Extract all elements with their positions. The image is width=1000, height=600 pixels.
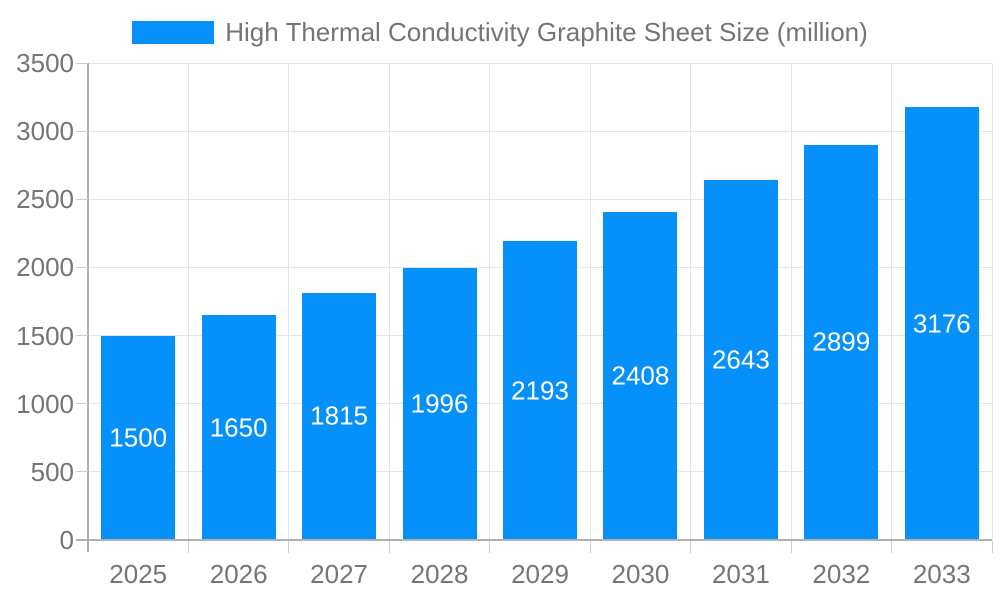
x-axis-label: 2026 (209, 559, 268, 589)
gridline-vertical (288, 63, 290, 540)
gridline-horizontal (88, 62, 992, 64)
bar-2031[interactable]: 2643 (703, 179, 778, 540)
y-axis-label: 0 (59, 525, 74, 555)
gridline-vertical (187, 63, 189, 540)
y-axis-tick (76, 130, 88, 132)
gridline-vertical (891, 63, 893, 540)
x-axis-label: 2027 (310, 559, 369, 589)
y-axis-tick (76, 62, 88, 64)
x-axis-tick (891, 541, 893, 553)
chart-legend[interactable]: High Thermal Conductivity Graphite Sheet… (0, 16, 1000, 48)
x-axis-label: 2030 (611, 559, 670, 589)
x-axis-label: 2028 (410, 559, 469, 589)
x-axis-label: 2029 (511, 559, 569, 589)
x-axis-tick (388, 541, 390, 553)
bar-value-label: 2643 (711, 344, 770, 375)
gridline-vertical (388, 63, 390, 540)
gridline-vertical (489, 63, 491, 540)
y-axis-label: 1000 (16, 388, 74, 419)
y-axis-label: 2000 (16, 252, 74, 283)
bar-value-label: 2193 (511, 375, 569, 406)
x-axis-tick (690, 541, 692, 553)
y-axis-line (87, 63, 89, 552)
bar-value-label: 2899 (812, 326, 871, 357)
bar-value-label: 3176 (912, 308, 971, 339)
bar-2030[interactable]: 2408 (603, 211, 678, 540)
gridline-vertical (589, 63, 591, 540)
gridline-vertical (991, 63, 993, 540)
legend-label: High Thermal Conductivity Graphite Sheet… (225, 16, 868, 47)
x-axis-label: 2031 (711, 559, 770, 589)
y-axis-label: 3000 (16, 116, 74, 147)
gridline-horizontal (88, 130, 992, 132)
bar-2025[interactable]: 1500 (101, 335, 176, 540)
x-axis-tick (589, 541, 591, 553)
y-axis-tick (76, 403, 88, 405)
y-axis-label: 500 (30, 456, 74, 487)
legend-swatch (132, 20, 215, 44)
bar-value-label: 1996 (410, 388, 469, 419)
bar-2026[interactable]: 1650 (201, 315, 276, 540)
x-axis-tick (288, 541, 290, 553)
x-axis-zero-line (76, 539, 992, 541)
bar-2029[interactable]: 2193 (503, 241, 577, 540)
bar-2028[interactable]: 1996 (402, 267, 477, 540)
x-axis-tick (790, 541, 792, 553)
y-axis-tick (76, 266, 88, 268)
y-axis-tick (76, 471, 88, 473)
x-axis-tick (991, 541, 993, 553)
y-axis-tick (76, 198, 88, 200)
x-axis-tick (489, 541, 491, 553)
y-axis-label: 2500 (16, 184, 74, 215)
y-axis-label: 1500 (16, 320, 74, 351)
gridline-horizontal (88, 198, 992, 200)
bar-2033[interactable]: 3176 (904, 107, 979, 540)
x-axis-label: 2032 (812, 559, 871, 589)
bar-value-label: 1815 (310, 400, 369, 431)
bar-value-label: 1650 (209, 412, 268, 443)
x-axis-label: 2033 (912, 559, 971, 589)
bar-value-label: 2408 (611, 360, 670, 391)
plot-area: 1500 1650 1815 1996 2193 2408 2643 2899 3176 (88, 62, 993, 540)
bar-2027[interactable]: 1815 (302, 292, 377, 540)
gridline-vertical (790, 63, 792, 540)
y-axis-label: 3500 (16, 48, 74, 78)
bar-value-label: 1500 (109, 422, 168, 453)
x-axis-tick (187, 541, 189, 553)
gridline-vertical (690, 63, 692, 540)
x-axis-label: 2025 (109, 559, 168, 589)
bar-2032[interactable]: 2899 (804, 144, 879, 540)
y-axis-tick (76, 335, 88, 337)
